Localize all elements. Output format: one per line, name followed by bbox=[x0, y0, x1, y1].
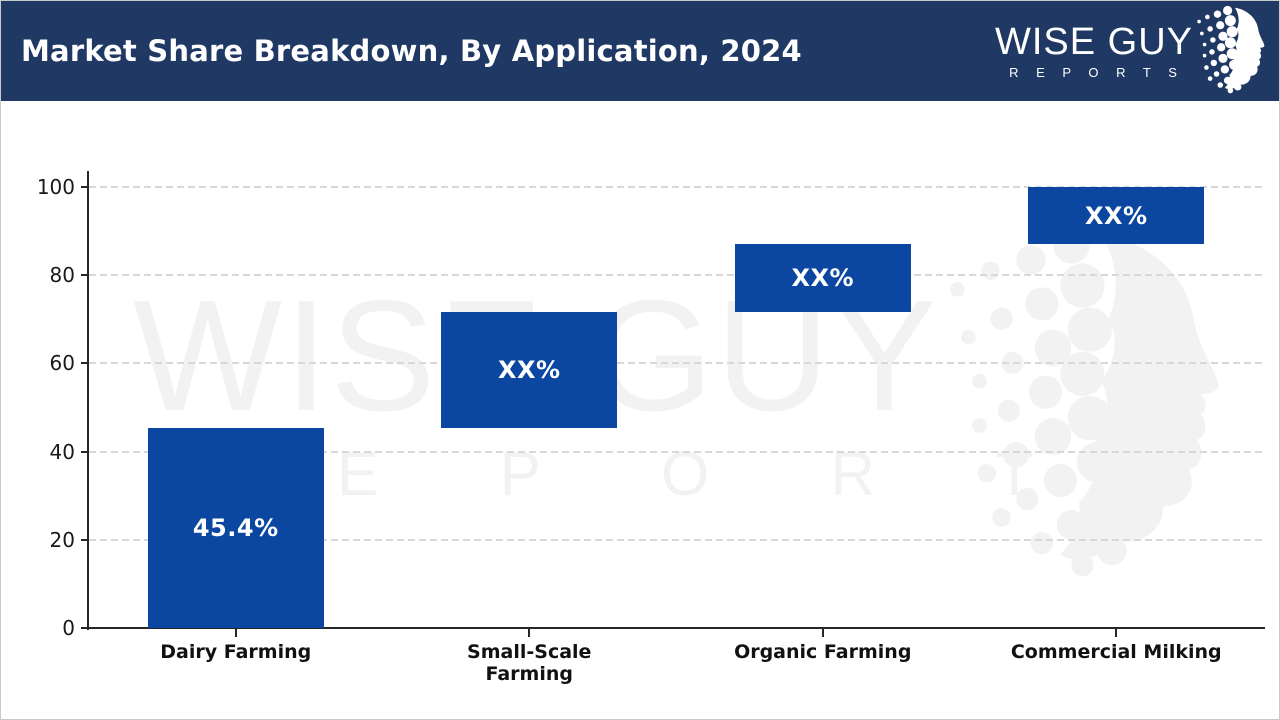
x-axis-category-label: Dairy Farming bbox=[160, 641, 312, 663]
y-axis-tick bbox=[81, 538, 89, 541]
logo: WISE GUY R E P O R T S bbox=[995, 5, 1269, 97]
bar-value-label: 45.4% bbox=[192, 513, 279, 542]
x-axis-tick bbox=[234, 629, 237, 637]
chart-title: Market Share Breakdown, By Application, … bbox=[21, 34, 802, 68]
bar-value-label: XX% bbox=[1084, 201, 1148, 230]
y-axis-tick-label: 60 bbox=[49, 351, 75, 376]
x-axis-category-label: Organic Farming bbox=[734, 641, 912, 663]
y-axis-tick-label: 80 bbox=[49, 263, 75, 288]
gridline-100 bbox=[89, 186, 1263, 188]
x-axis-tick bbox=[1115, 629, 1118, 637]
logo-wordmark: WISE GUY bbox=[994, 20, 1193, 63]
y-axis-tick-label: 0 bbox=[62, 616, 75, 640]
y-axis-tick-label: 100 bbox=[36, 175, 75, 199]
y-axis-tick-label: 20 bbox=[49, 527, 75, 552]
bar-small-scale-farming[interactable]: XX% bbox=[441, 312, 618, 428]
y-axis-tick bbox=[81, 186, 89, 188]
y-axis-tick-label: 40 bbox=[49, 439, 75, 464]
x-axis-tick bbox=[821, 629, 824, 637]
bar-organic-farming[interactable]: XX% bbox=[734, 244, 911, 313]
x-axis-tick bbox=[528, 629, 531, 637]
y-axis-tick bbox=[81, 627, 89, 629]
logo-text: WISE GUY R E P O R T S bbox=[995, 23, 1193, 80]
gridline-60 bbox=[89, 362, 1263, 365]
y-axis-tick bbox=[81, 450, 89, 453]
x-axis-category-label: Small-Scale Farming bbox=[467, 641, 592, 685]
logo-subtext: R E P O R T S bbox=[1009, 64, 1184, 80]
bar-value-label: XX% bbox=[791, 264, 855, 293]
header-bar: Market Share Breakdown, By Application, … bbox=[1, 1, 1279, 101]
x-axis-line bbox=[87, 627, 1265, 629]
bar-dairy-farming[interactable]: 45.4% bbox=[147, 427, 324, 628]
bar-commercial-milking[interactable]: XX% bbox=[1028, 187, 1205, 245]
gridline-40 bbox=[89, 450, 1263, 453]
x-axis-category-label: Commercial Milking bbox=[1010, 641, 1222, 663]
y-axis-line bbox=[87, 171, 89, 630]
gridline-80 bbox=[89, 274, 1263, 277]
y-axis-tick bbox=[81, 274, 89, 277]
bar-value-label: XX% bbox=[497, 356, 561, 384]
gridline-20 bbox=[89, 538, 1263, 541]
y-axis-tick bbox=[81, 362, 89, 365]
